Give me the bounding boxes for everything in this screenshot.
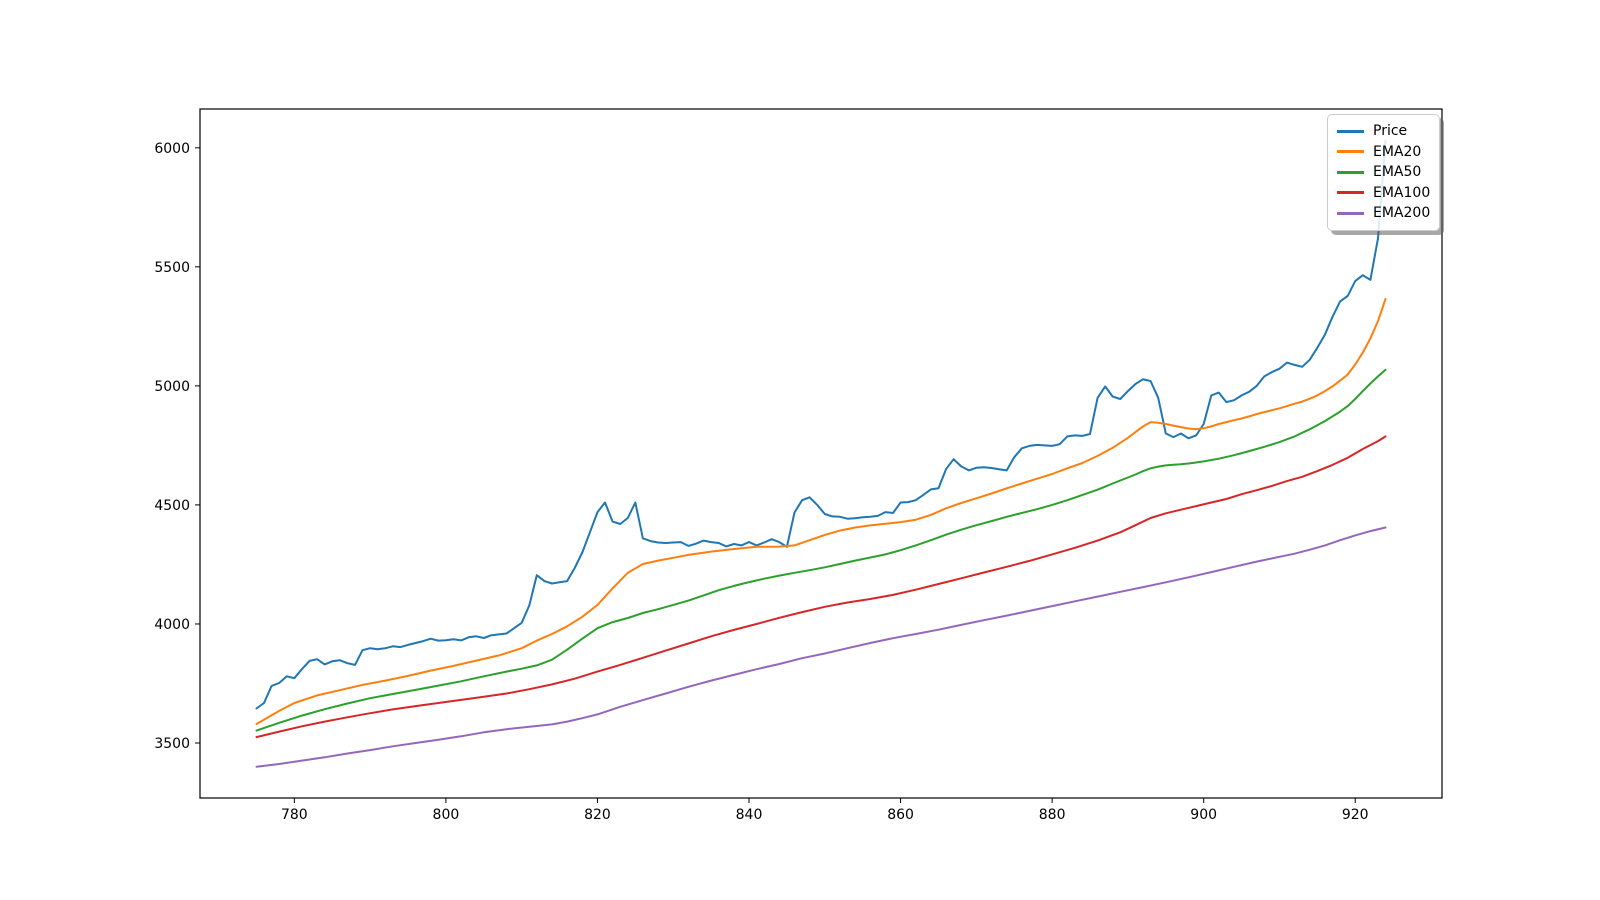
y-axis-ticks: 3500 4000 4500 5000 5500 6000 <box>154 141 200 752</box>
legend-swatch-ema50 <box>1337 170 1364 174</box>
legend-label: EMA20 <box>1373 143 1422 160</box>
legend-item-ema100: EMA100 <box>1337 183 1430 204</box>
x-axis-ticks: 780 800 820 840 860 880 900 920 <box>281 798 1369 823</box>
legend-swatch-ema200 <box>1337 211 1364 215</box>
legend-item-price: Price <box>1337 121 1430 142</box>
legend-label: EMA50 <box>1373 164 1422 181</box>
y-tick-label: 5500 <box>154 260 190 276</box>
legend: Price EMA20 EMA50 EMA100 EMA200 <box>1327 114 1441 231</box>
legend-label: EMA100 <box>1373 184 1431 201</box>
x-tick-label: 840 <box>736 807 763 823</box>
price-line <box>255 139 1387 710</box>
legend-label: Price <box>1373 123 1408 140</box>
series-group <box>255 139 1387 768</box>
y-tick-label: 3500 <box>154 736 190 752</box>
ema50-line <box>255 368 1387 732</box>
ema200-line <box>255 526 1387 768</box>
ema20-line <box>255 298 1387 725</box>
legend-item-ema20: EMA20 <box>1337 142 1430 163</box>
y-tick-label: 5000 <box>154 379 190 395</box>
y-tick-label: 4000 <box>154 617 190 633</box>
x-tick-label: 860 <box>887 807 914 823</box>
legend-label: EMA200 <box>1373 205 1431 222</box>
x-tick-label: 820 <box>584 807 611 823</box>
legend-swatch-ema20 <box>1337 150 1364 154</box>
legend-swatch-ema100 <box>1337 191 1364 195</box>
x-tick-label: 880 <box>1039 807 1066 823</box>
x-tick-label: 800 <box>433 807 460 823</box>
x-tick-label: 780 <box>281 807 308 823</box>
y-tick-label: 6000 <box>154 141 190 157</box>
x-tick-label: 900 <box>1190 807 1217 823</box>
legend-swatch-price <box>1337 129 1364 133</box>
legend-item-ema50: EMA50 <box>1337 162 1430 183</box>
y-tick-label: 4500 <box>154 498 190 514</box>
axes-border <box>199 108 1443 799</box>
ema100-line <box>255 435 1387 739</box>
x-tick-label: 920 <box>1342 807 1369 823</box>
legend-item-ema200: EMA200 <box>1337 203 1430 224</box>
